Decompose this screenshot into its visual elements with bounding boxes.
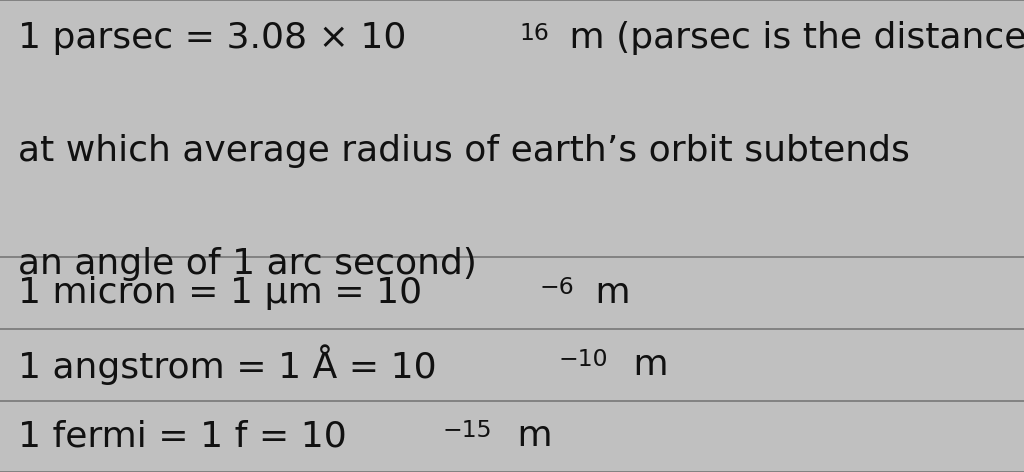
Text: at which average radius of earth’s orbit subtends: at which average radius of earth’s orbit… (18, 134, 910, 168)
Text: −15: −15 (442, 419, 492, 442)
Text: 16: 16 (519, 22, 549, 45)
Text: −10: −10 (558, 347, 607, 371)
Text: m (parsec is the distance: m (parsec is the distance (558, 21, 1024, 55)
Text: −6: −6 (540, 276, 574, 299)
Text: m: m (585, 276, 631, 310)
Text: m: m (622, 348, 669, 382)
Text: 1 micron = 1 μm = 10: 1 micron = 1 μm = 10 (18, 276, 422, 310)
Text: 1 angstrom = 1 Å = 10: 1 angstrom = 1 Å = 10 (18, 345, 436, 385)
Text: m: m (506, 419, 553, 454)
Text: 1 parsec = 3.08 × 10: 1 parsec = 3.08 × 10 (18, 21, 407, 55)
Text: an angle of 1 arc second): an angle of 1 arc second) (18, 247, 477, 281)
Text: 1 fermi = 1 f = 10: 1 fermi = 1 f = 10 (18, 419, 347, 454)
